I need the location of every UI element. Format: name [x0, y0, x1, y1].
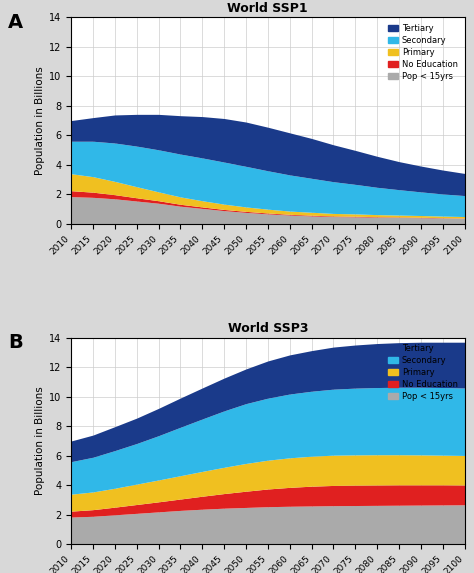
Y-axis label: Population in Billions: Population in Billions: [35, 387, 45, 496]
Title: World SSP1: World SSP1: [228, 2, 308, 15]
Y-axis label: Population in Billions: Population in Billions: [35, 66, 45, 175]
Title: World SSP3: World SSP3: [228, 322, 308, 335]
Text: B: B: [8, 333, 23, 352]
Legend: Tertiary, Secondary, Primary, No Education, Pop < 15yrs: Tertiary, Secondary, Primary, No Educati…: [385, 342, 460, 403]
Legend: Tertiary, Secondary, Primary, No Education, Pop < 15yrs: Tertiary, Secondary, Primary, No Educati…: [385, 21, 460, 83]
Text: A: A: [8, 13, 23, 32]
